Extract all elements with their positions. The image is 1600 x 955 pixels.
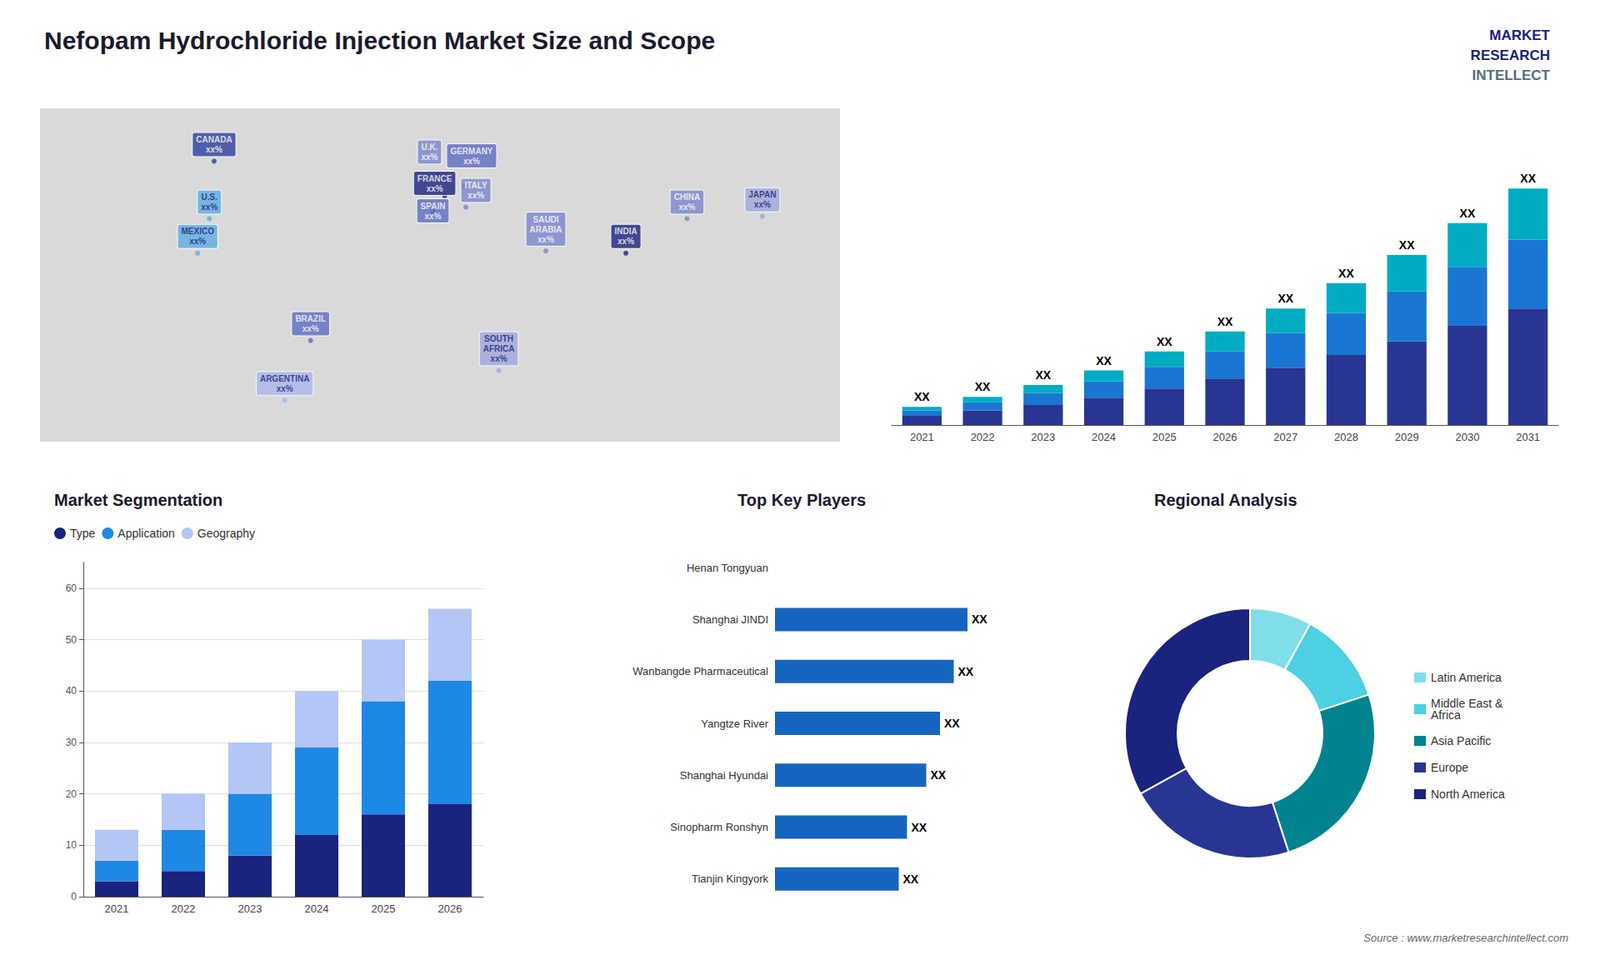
svg-text:xx%: xx%: [420, 152, 438, 162]
svg-text:XX: XX: [910, 820, 927, 835]
svg-text:ITALY: ITALY: [464, 180, 488, 190]
svg-text:2021: 2021: [105, 902, 130, 915]
svg-text:xx%: xx%: [205, 145, 223, 155]
svg-text:Wanbangde Pharmaceutical: Wanbangde Pharmaceutical: [632, 665, 769, 678]
svg-text:2029: 2029: [1395, 430, 1420, 444]
svg-text:Application: Application: [117, 526, 175, 540]
svg-text:2022: 2022: [171, 902, 196, 915]
svg-text:Shanghai JINDI: Shanghai JINDI: [692, 613, 769, 626]
svg-text:XX: XX: [1399, 238, 1415, 252]
svg-text:XX: XX: [930, 768, 947, 782]
svg-text:XX: XX: [1035, 368, 1051, 382]
svg-text:U.S.: U.S.: [201, 192, 219, 202]
svg-text:50: 50: [65, 634, 78, 646]
svg-text:FRANCE: FRANCE: [417, 174, 453, 184]
svg-text:U.K.: U.K.: [420, 142, 438, 152]
svg-text:ARABIA: ARABIA: [530, 225, 563, 235]
svg-text:Nefopam Hydrochloride Injectio: Nefopam Hydrochloride Injection Market S…: [44, 26, 715, 55]
svg-text:2021: 2021: [910, 430, 935, 444]
svg-text:Asia Pacific: Asia Pacific: [1430, 734, 1491, 748]
svg-text:Latin America: Latin America: [1430, 670, 1502, 685]
svg-text:XX: XX: [1520, 171, 1536, 185]
svg-text:xx%: xx%: [276, 384, 294, 394]
svg-text:2024: 2024: [305, 902, 330, 915]
svg-text:2023: 2023: [238, 902, 263, 915]
svg-text:xx%: xx%: [463, 156, 480, 166]
svg-text:xx%: xx%: [754, 200, 771, 210]
svg-text:xx%: xx%: [617, 236, 635, 246]
svg-text:xx%: xx%: [425, 211, 442, 221]
svg-text:XX: XX: [975, 380, 991, 394]
svg-text:Shanghai Hyundai: Shanghai Hyundai: [680, 769, 769, 782]
svg-text:Middle East &: Middle East &: [1430, 696, 1503, 710]
svg-text:2024: 2024: [1091, 430, 1116, 444]
svg-text:XX: XX: [944, 716, 960, 730]
svg-text:SPAIN: SPAIN: [420, 201, 446, 211]
svg-text:0: 0: [70, 890, 77, 903]
svg-text:Type: Type: [70, 526, 96, 540]
svg-text:Market Segmentation: Market Segmentation: [54, 490, 223, 510]
svg-text:xx%: xx%: [490, 354, 508, 364]
svg-text:xx%: xx%: [200, 202, 218, 212]
svg-text:20: 20: [65, 788, 78, 800]
svg-text:INDIA: INDIA: [614, 226, 637, 236]
svg-text:North America: North America: [1430, 787, 1505, 801]
svg-text:Yangtze River: Yangtze River: [700, 717, 769, 730]
svg-text:xx%: xx%: [189, 236, 206, 246]
svg-text:GERMANY: GERMANY: [450, 146, 493, 156]
svg-text:Geography: Geography: [197, 526, 255, 540]
svg-text:xx%: xx%: [467, 190, 485, 200]
svg-text:INTELLECT: INTELLECT: [1472, 67, 1551, 84]
svg-text:40: 40: [65, 685, 78, 697]
svg-text:2025: 2025: [1152, 430, 1177, 444]
svg-text:60: 60: [65, 582, 78, 595]
svg-text:xx%: xx%: [537, 235, 555, 245]
svg-text:AFRICA: AFRICA: [483, 344, 515, 354]
svg-text:XX: XX: [1156, 335, 1173, 349]
svg-text:2022: 2022: [970, 430, 995, 444]
svg-text:JAPAN: JAPAN: [748, 190, 776, 200]
svg-text:CANADA: CANADA: [195, 135, 232, 145]
svg-text:SOUTH: SOUTH: [484, 334, 514, 344]
svg-text:XX: XX: [1095, 354, 1112, 368]
svg-text:2027: 2027: [1273, 430, 1298, 444]
svg-text:Source : www.marketresearchint: Source : www.marketresearchintellect.com: [1363, 931, 1569, 945]
svg-text:SAUDI: SAUDI: [532, 215, 559, 225]
svg-text:2030: 2030: [1455, 430, 1480, 444]
svg-text:2028: 2028: [1334, 430, 1359, 444]
svg-text:2026: 2026: [1213, 430, 1238, 444]
svg-text:XX: XX: [914, 390, 930, 404]
svg-text:MARKET: MARKET: [1489, 27, 1550, 44]
svg-text:10: 10: [65, 839, 78, 851]
svg-text:xx%: xx%: [678, 202, 695, 212]
svg-text:XX: XX: [971, 612, 988, 626]
svg-text:ARGENTINA: ARGENTINA: [260, 374, 310, 384]
svg-text:XX: XX: [903, 872, 920, 886]
svg-text:2023: 2023: [1030, 430, 1055, 444]
svg-text:XX: XX: [1217, 315, 1234, 329]
svg-text:Henan Tongyuan: Henan Tongyuan: [686, 561, 769, 575]
svg-text:XX: XX: [1338, 266, 1355, 280]
svg-text:CHINA: CHINA: [674, 192, 701, 202]
svg-text:xx%: xx%: [426, 184, 444, 194]
svg-text:2025: 2025: [371, 902, 396, 915]
svg-text:MEXICO: MEXICO: [180, 226, 215, 236]
svg-text:2026: 2026: [438, 902, 463, 915]
svg-text:XX: XX: [958, 665, 975, 679]
svg-text:Top Key Players: Top Key Players: [737, 490, 866, 510]
svg-text:XX: XX: [1277, 291, 1294, 305]
svg-text:xx%: xx%: [302, 324, 320, 334]
svg-text:RESEARCH: RESEARCH: [1470, 47, 1550, 64]
svg-text:Tianjin Kingyork: Tianjin Kingyork: [691, 872, 770, 885]
svg-text:Europe: Europe: [1430, 760, 1469, 775]
svg-text:Regional Analysis: Regional Analysis: [1154, 490, 1298, 510]
svg-text:BRAZIL: BRAZIL: [295, 314, 326, 324]
svg-text:Sinopharm Ronshyn: Sinopharm Ronshyn: [670, 820, 769, 834]
svg-text:XX: XX: [1460, 206, 1476, 220]
svg-text:30: 30: [65, 736, 78, 749]
svg-text:Africa: Africa: [1430, 708, 1461, 722]
svg-text:2031: 2031: [1515, 430, 1540, 444]
